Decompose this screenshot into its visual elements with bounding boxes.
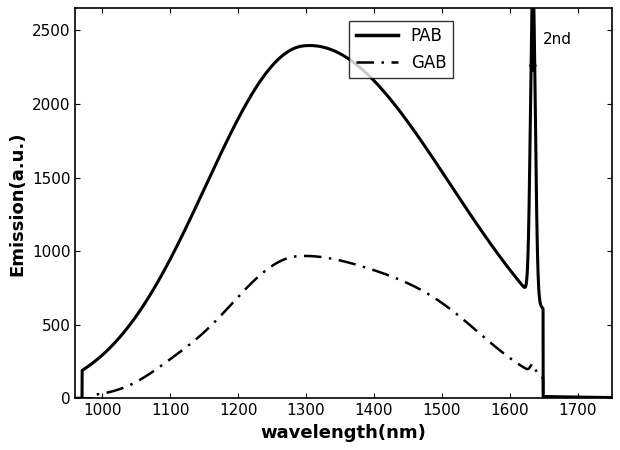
PAB — [71, 396, 79, 401]
GAB — [389, 274, 396, 279]
GAB — [99, 391, 106, 396]
PAB — [469, 216, 477, 221]
PAB — [99, 352, 106, 358]
Y-axis label: Emission(a.u.): Emission(a.u.) — [8, 131, 26, 275]
GAB — [469, 325, 477, 330]
PAB — [389, 99, 396, 105]
Line: GAB: GAB — [75, 256, 612, 398]
PAB — [412, 131, 420, 136]
X-axis label: wavelength(nm): wavelength(nm) — [260, 423, 427, 441]
Legend: PAB, GAB: PAB, GAB — [349, 21, 453, 78]
GAB — [71, 396, 79, 401]
Text: 2nd: 2nd — [543, 32, 572, 47]
Line: PAB: PAB — [75, 0, 612, 398]
GAB — [412, 284, 420, 290]
GAB — [266, 265, 273, 270]
GAB — [608, 396, 616, 401]
PAB — [266, 66, 273, 72]
GAB — [498, 349, 505, 355]
PAB — [608, 395, 616, 400]
PAB — [498, 256, 505, 261]
GAB — [301, 253, 308, 259]
